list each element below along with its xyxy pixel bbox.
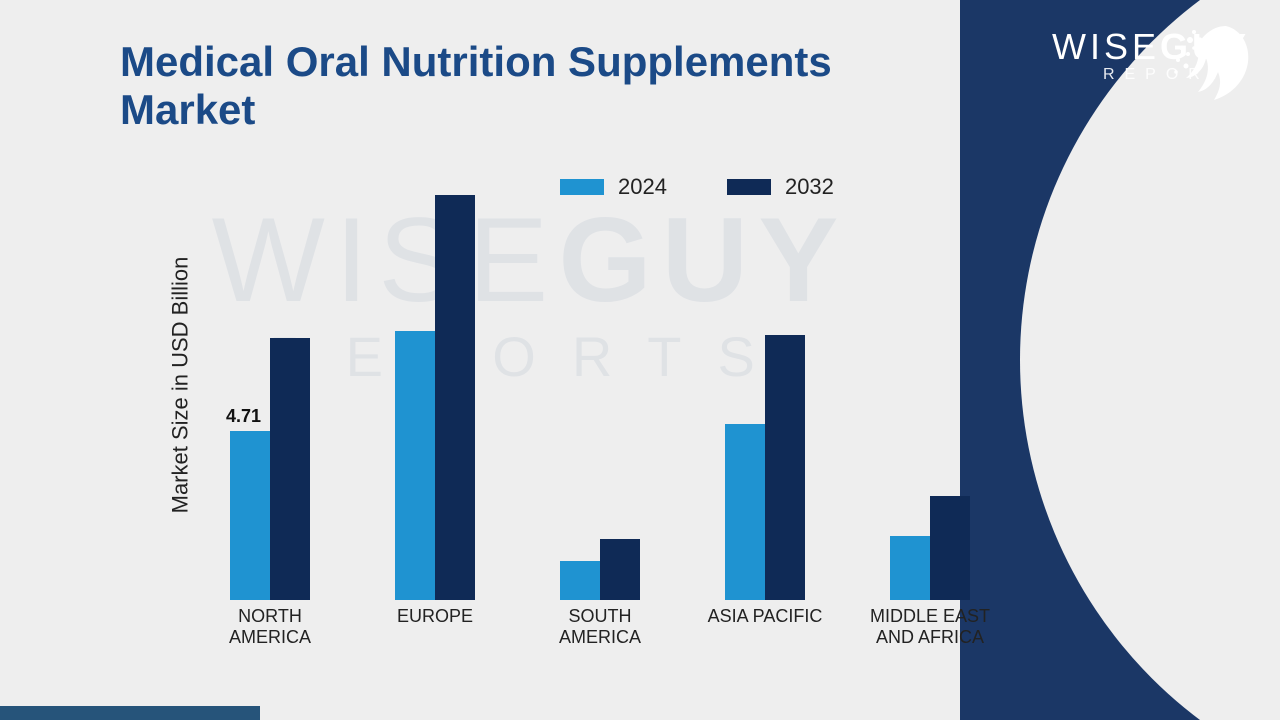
category-label: ASIA PACIFIC bbox=[695, 606, 835, 627]
bar-2032 bbox=[930, 496, 970, 600]
category-label: SOUTH AMERICA bbox=[530, 606, 670, 647]
bar-pair bbox=[870, 170, 990, 600]
category-label: EUROPE bbox=[365, 606, 505, 627]
head-icon bbox=[1164, 20, 1254, 110]
plot-area: 4.71NORTH AMERICA EUROPE SOUTH AMERICA ASIA… bbox=[140, 170, 950, 600]
bar-pair bbox=[540, 170, 660, 600]
logo-word1: WISE bbox=[1052, 26, 1160, 67]
stage: WISEGUY REPORTS Medical Oral Nutrition S… bbox=[0, 0, 1280, 720]
logo-subtitle: REPORTS bbox=[1052, 66, 1250, 84]
bottom-accent-bar bbox=[0, 706, 260, 720]
bar-2032 bbox=[600, 539, 640, 600]
bar-pair bbox=[210, 170, 330, 600]
bar-group: MIDDLE EAST AND AFRICA bbox=[870, 170, 990, 600]
bar-group: 4.71NORTH AMERICA bbox=[210, 170, 330, 600]
category-label: NORTH AMERICA bbox=[200, 606, 340, 647]
bar-2024 bbox=[560, 561, 600, 600]
bar-pair bbox=[375, 170, 495, 600]
bar-2024 bbox=[890, 536, 930, 601]
chart-title: Medical Oral Nutrition Supplements Marke… bbox=[120, 38, 850, 135]
bar-group: ASIA PACIFIC bbox=[705, 170, 825, 600]
brand-logo: WISEGUY REPORTS bbox=[1052, 26, 1250, 84]
bar-2024 bbox=[395, 331, 435, 600]
bar-2032 bbox=[765, 335, 805, 600]
bar-2032 bbox=[270, 338, 310, 600]
bar-group: SOUTH AMERICA bbox=[540, 170, 660, 600]
bar-group: EUROPE bbox=[375, 170, 495, 600]
bar-2024 bbox=[725, 424, 765, 600]
bar-pair bbox=[705, 170, 825, 600]
bar-2024 bbox=[230, 431, 270, 600]
category-label: MIDDLE EAST AND AFRICA bbox=[860, 606, 1000, 647]
bar-2032 bbox=[435, 195, 475, 600]
bar-chart: Market Size in USD Billion 4.71NORTH AME… bbox=[70, 170, 950, 600]
